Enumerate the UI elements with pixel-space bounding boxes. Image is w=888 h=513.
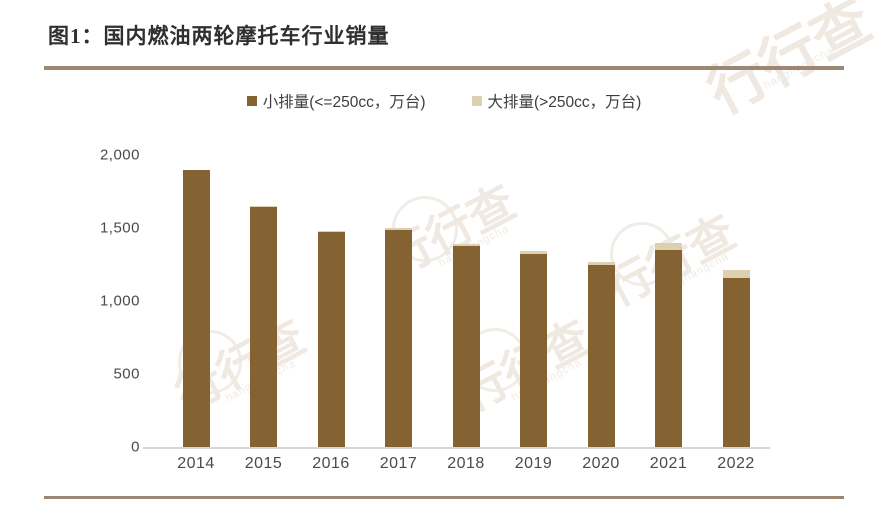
x-axis-tick-label: 2017 — [379, 455, 418, 472]
legend-swatch-icon — [471, 96, 482, 106]
bar-2022[interactable] — [722, 269, 750, 447]
x-axis-tick-label: 2021 — [649, 455, 688, 472]
bar-segment-small-2021 — [655, 249, 682, 447]
bar-segment-large-2020 — [587, 261, 615, 266]
legend-label: 大排量(>250cc，万台) — [487, 94, 642, 111]
bar-segment-large-2016 — [317, 230, 345, 233]
bar-segment-small-2020 — [587, 265, 615, 447]
bar-segment-small-2016 — [317, 232, 345, 447]
x-axis-line — [143, 447, 770, 449]
x-axis-tick-label: 2022 — [717, 455, 755, 472]
bar-segment-small-2017 — [385, 229, 412, 447]
bar-segment-large-2021 — [655, 243, 682, 250]
bar-2018[interactable] — [452, 244, 480, 447]
y-axis-tick-label: 2,000 — [99, 146, 140, 164]
bar-segment-large-2019 — [520, 251, 547, 255]
bar-segment-small-2022 — [722, 277, 750, 447]
bar-segment-small-2015 — [250, 206, 277, 447]
bar-2021[interactable] — [655, 243, 682, 447]
chart-legend: 小排量(<=250cc，万台) 大排量(>250cc，万台) — [0, 90, 888, 112]
bar-2019[interactable] — [520, 251, 547, 447]
x-axis-tick-label: 2016 — [312, 455, 350, 472]
legend-item-small[interactable]: 小排量(<=250cc，万台) — [246, 90, 426, 112]
y-axis-tick-label: 1,000 — [99, 292, 140, 310]
bar-segment-large-2018 — [452, 244, 480, 247]
bar-2017[interactable] — [385, 228, 412, 447]
bar-segment-large-2015 — [250, 206, 277, 207]
x-axis-tick-label: 2018 — [447, 455, 485, 472]
bar-2015[interactable] — [250, 206, 277, 447]
x-axis-tick-label: 2020 — [582, 455, 620, 472]
legend-item-large[interactable]: 大排量(>250cc，万台) — [471, 90, 642, 112]
page-title: 图1：国内燃油两轮摩托车行业销量 — [48, 24, 390, 48]
x-axis-tick-label: 2019 — [514, 455, 553, 472]
bar-2016[interactable] — [317, 230, 345, 447]
y-axis-tick-label: 500 — [113, 365, 140, 383]
y-axis-tick-label: 1,500 — [99, 219, 140, 237]
title-divider — [44, 66, 844, 70]
footer-divider — [44, 496, 844, 499]
x-axis-tick-label: 2015 — [244, 455, 283, 472]
y-axis: 0 500 1,000 1,500 2,000 — [52, 0, 140, 513]
bar-2020[interactable] — [587, 261, 615, 447]
x-axis-tick-label: 2014 — [177, 455, 215, 472]
bar-2014[interactable] — [182, 169, 210, 447]
bar-segment-large-2017 — [385, 228, 412, 230]
bar-segment-small-2018 — [452, 246, 480, 447]
bar-segment-small-2014 — [182, 170, 210, 447]
legend-label: 小排量(<=250cc，万台) — [262, 94, 426, 111]
bar-segment-large-2022 — [722, 269, 750, 278]
bar-segment-small-2019 — [520, 254, 547, 447]
legend-swatch-icon — [246, 96, 257, 106]
y-axis-tick-label: 0 — [131, 438, 140, 456]
